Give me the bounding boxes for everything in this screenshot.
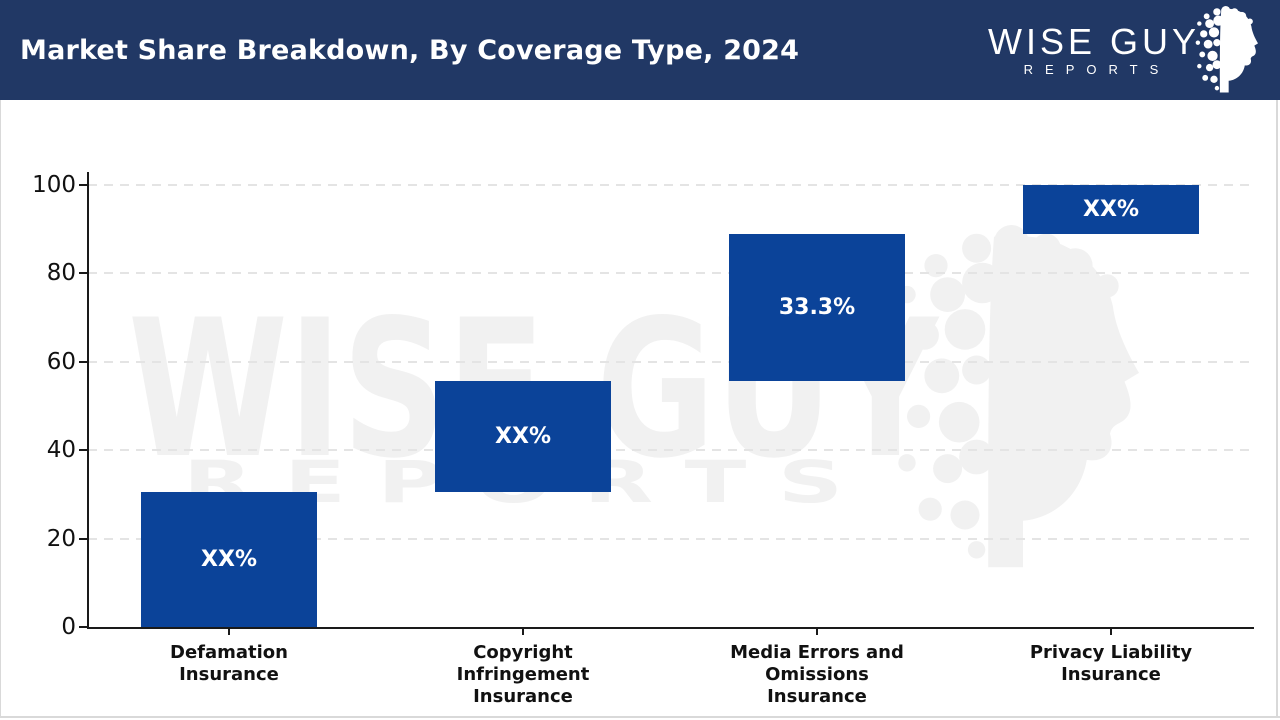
bar-value-label: XX% [1083,197,1139,223]
x-category-label-line: Insurance [179,664,279,685]
bar-privacy-liability-insurance: XX% [1023,185,1199,235]
y-tick [79,626,88,628]
x-category-label-line: Omissions [765,664,869,685]
y-tick-label: 80 [46,260,76,287]
x-category-label-line: Infringement [456,664,590,685]
x-category-label: Copyright Infringement Insurance [383,642,663,708]
x-category-label-line: Media Errors and [730,642,904,663]
y-tick-label: 40 [46,437,76,464]
y-tick-label: 100 [32,172,76,198]
x-category-label-line: Privacy Liability [1029,642,1193,663]
logo-wordmark-line2: REPORTS [1023,62,1171,78]
y-tick-label: 20 [46,525,76,552]
y-tick [79,272,88,275]
gridline [88,184,1253,186]
x-category-label-line: Insurance [1061,664,1161,685]
x-tick [816,627,818,635]
y-tick [79,537,88,540]
gridline [88,360,1253,363]
y-tick [79,184,88,186]
x-tick [228,627,230,635]
x-category-label: Privacy Liability Insurance [971,642,1251,686]
page-border-left [0,100,1,718]
y-tick [79,360,88,363]
gridline [88,272,1253,275]
x-category-label: Media Errors and Omissions Insurance [677,642,957,708]
bar-value-label: XX% [495,423,551,449]
x-category-label-line: Copyright [473,642,573,663]
bar-value-label: XX% [201,546,257,572]
bar-copyright-infringement-insurance: XX% [435,381,611,492]
x-category-label-line: Insurance [767,686,867,707]
bar-value-label: 33.3% [778,295,856,321]
x-axis-line [87,627,1254,629]
bar-defamation-insurance: XX% [141,491,317,627]
x-category-label: Defamation Insurance [89,642,369,686]
page-border-bottom [0,716,1280,718]
page-border-right [1276,100,1278,718]
chart-title: Market Share Breakdown, By Coverage Type… [20,34,800,66]
gridline [88,537,1253,540]
y-tick-label: 0 [61,614,76,640]
logo-wordmark: WISE GUY REPORTS [987,20,1200,78]
y-tick [79,449,88,452]
x-tick [522,627,524,635]
x-tick [1110,627,1112,635]
logo-wordmark-line1: WISE GUY [987,20,1200,62]
gridline [88,449,1253,452]
bar-media-errors-and-omissions-insurance: 33.3% [729,234,905,382]
logo-head-icon [1192,6,1258,94]
header-bar: Market Share Breakdown, By Coverage Type… [0,0,1280,100]
brand-logo: WISE GUY REPORTS [988,6,1258,94]
y-axis-line [87,172,89,629]
x-category-label-line: Insurance [473,686,573,707]
x-category-label-line: Defamation [170,642,288,663]
y-tick-label: 60 [46,348,76,375]
